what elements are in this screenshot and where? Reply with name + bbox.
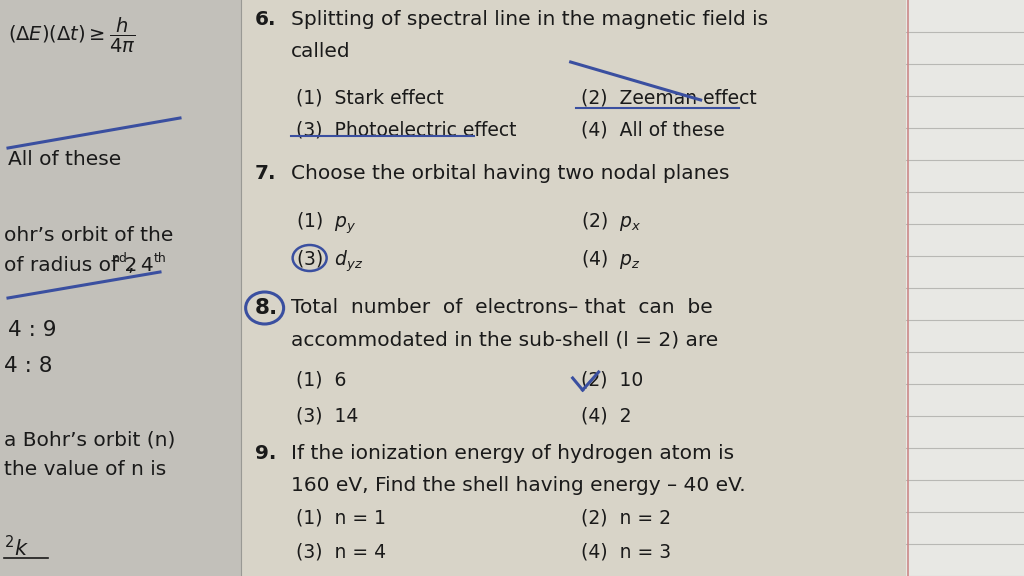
- Text: (4)  2: (4) 2: [581, 406, 631, 425]
- Text: 4 : 9: 4 : 9: [8, 320, 56, 340]
- Text: (1)  n = 1: (1) n = 1: [296, 508, 386, 527]
- Bar: [241, 0, 906, 576]
- Text: nd: nd: [112, 252, 128, 265]
- Bar: [906, 0, 1024, 576]
- Text: Total  number  of  electrons– that  can  be: Total number of electrons– that can be: [291, 298, 713, 317]
- Text: (2)  n = 2: (2) n = 2: [581, 508, 671, 527]
- Text: (2)  10: (2) 10: [581, 370, 643, 389]
- Text: (3)  n = 4: (3) n = 4: [296, 542, 386, 561]
- Text: (4)  All of these: (4) All of these: [581, 120, 724, 139]
- Text: (1)  6: (1) 6: [296, 370, 346, 389]
- Text: $^{2}k$: $^{2}k$: [4, 535, 29, 560]
- Text: , 4: , 4: [128, 256, 154, 275]
- Text: (4)  n = 3: (4) n = 3: [581, 542, 671, 561]
- Text: Splitting of spectral line in the magnetic field is: Splitting of spectral line in the magnet…: [291, 10, 768, 29]
- Text: of radius of 2: of radius of 2: [4, 256, 137, 275]
- Text: (2)  Zeeman effect: (2) Zeeman effect: [581, 88, 757, 107]
- Text: 4 : 8: 4 : 8: [4, 356, 52, 376]
- Text: (1)  $p_y$: (1) $p_y$: [296, 210, 356, 236]
- Text: (3)  $d_{yz}$: (3) $d_{yz}$: [296, 248, 362, 274]
- Bar: [0, 0, 241, 576]
- Text: a Bohr’s orbit (n): a Bohr’s orbit (n): [4, 430, 175, 449]
- Text: 9.: 9.: [255, 444, 276, 463]
- Text: accommodated in the sub-shell (l = 2) are: accommodated in the sub-shell (l = 2) ar…: [291, 330, 718, 349]
- Text: All of these: All of these: [8, 150, 121, 169]
- Text: $(\Delta E)(\Delta t) \geq \dfrac{h}{4\pi}$: $(\Delta E)(\Delta t) \geq \dfrac{h}{4\p…: [8, 16, 135, 55]
- Text: 6.: 6.: [255, 10, 276, 29]
- Text: the value of n is: the value of n is: [4, 460, 166, 479]
- Text: (4)  $p_z$: (4) $p_z$: [581, 248, 640, 271]
- Text: ohr’s orbit of the: ohr’s orbit of the: [4, 226, 173, 245]
- Text: Choose the orbital having two nodal planes: Choose the orbital having two nodal plan…: [291, 164, 729, 183]
- Text: (1)  Stark effect: (1) Stark effect: [296, 88, 443, 107]
- Text: (2)  $p_x$: (2) $p_x$: [581, 210, 641, 233]
- Text: (3)  14: (3) 14: [296, 406, 358, 425]
- Text: (3)  Photoelectric effect: (3) Photoelectric effect: [296, 120, 516, 139]
- Text: 160 eV, Find the shell having energy – 40 eV.: 160 eV, Find the shell having energy – 4…: [291, 476, 745, 495]
- Text: called: called: [291, 42, 350, 61]
- Text: If the ionization energy of hydrogen atom is: If the ionization energy of hydrogen ato…: [291, 444, 734, 463]
- Text: 7.: 7.: [255, 164, 276, 183]
- Text: 8.: 8.: [255, 298, 278, 318]
- Text: th: th: [154, 252, 167, 265]
